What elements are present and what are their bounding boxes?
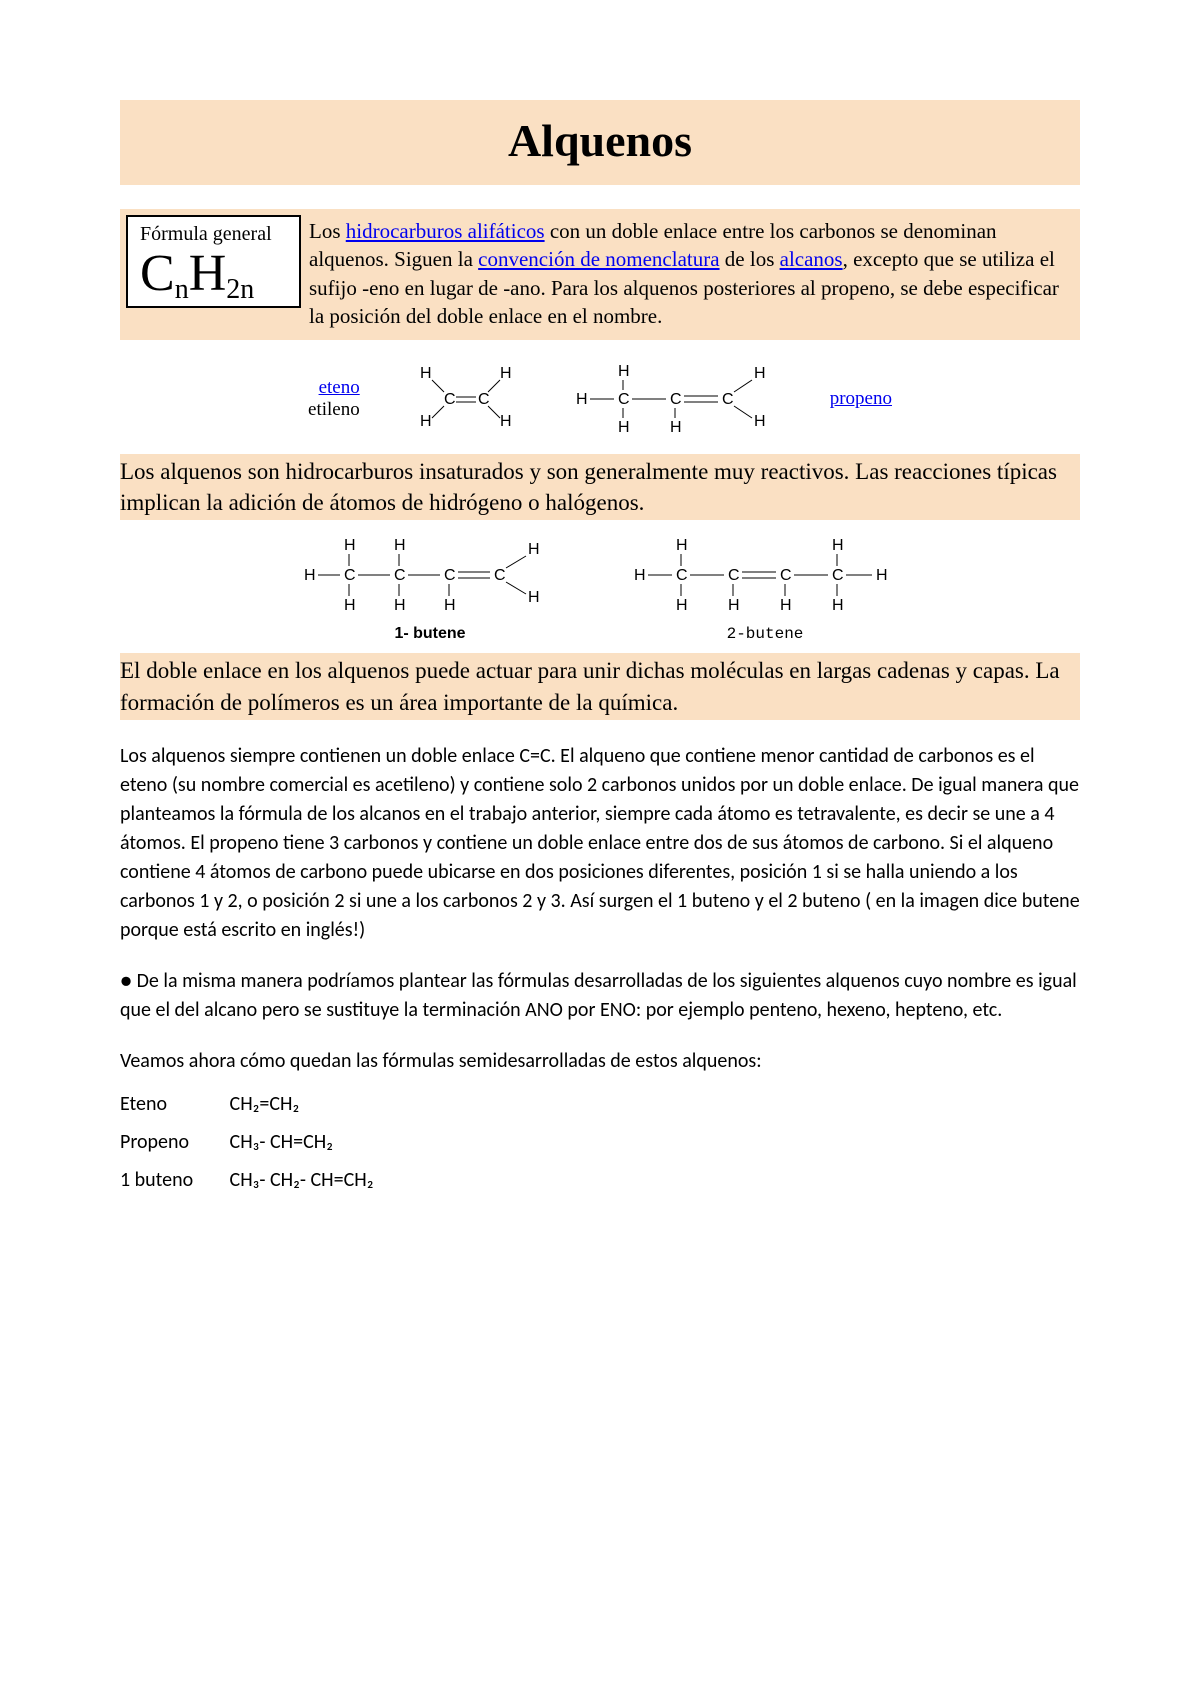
svg-text:C: C xyxy=(344,567,356,584)
svg-text:H: H xyxy=(304,567,316,584)
svg-text:H: H xyxy=(420,365,432,382)
svg-text:H: H xyxy=(618,419,630,436)
svg-text:H: H xyxy=(832,597,844,614)
title-bar: Alquenos xyxy=(120,100,1080,185)
ethene-propene-row: eteno etileno H H H H C C H C xyxy=(120,346,1080,448)
formula-eteno: Eteno CH₂=CH₂ xyxy=(120,1094,1080,1114)
svg-text:C: C xyxy=(444,391,456,408)
svg-text:H: H xyxy=(676,597,688,614)
svg-text:H: H xyxy=(634,567,646,584)
formula-propeno: Propeno CH₃- CH=CH₂ xyxy=(120,1132,1080,1152)
svg-text:H: H xyxy=(500,365,512,382)
svg-text:C: C xyxy=(618,391,630,408)
svg-text:C: C xyxy=(478,391,490,408)
link-aliphatic[interactable]: hidrocarburos alifáticos xyxy=(346,219,545,243)
butene2-caption: 2-butene xyxy=(630,625,900,643)
link-nomenclature[interactable]: convención de nomenclatura xyxy=(478,247,719,271)
svg-text:C: C xyxy=(494,567,506,584)
svg-text:C: C xyxy=(444,567,456,584)
svg-text:H: H xyxy=(528,589,540,606)
butene1-caption: 1- butene xyxy=(300,625,560,643)
svg-text:C: C xyxy=(676,567,688,584)
svg-text:C: C xyxy=(394,567,406,584)
svg-text:C: C xyxy=(832,567,844,584)
intro-section: Fórmula general CnH2n Los hidrocarburos … xyxy=(120,209,1080,340)
svg-text:H: H xyxy=(394,597,406,614)
svg-text:C: C xyxy=(670,391,682,408)
svg-text:H: H xyxy=(754,413,766,430)
butene2-structure-icon: H C H H C H C H C H H H xyxy=(630,532,900,618)
propene-structure-icon: H C H H C H C H H xyxy=(570,360,790,438)
svg-text:H: H xyxy=(344,597,356,614)
document-page: Alquenos Fórmula general CnH2n Los hidro… xyxy=(0,0,1200,1698)
svg-text:H: H xyxy=(728,597,740,614)
page-title: Alquenos xyxy=(120,114,1080,167)
butene-row: H C H H C H H C H C H H xyxy=(120,524,1080,647)
body-paragraph-3: Veamos ahora cómo quedan las fórmulas se… xyxy=(120,1047,1080,1076)
link-ethene[interactable]: eteno xyxy=(308,377,360,400)
svg-text:C: C xyxy=(728,567,740,584)
paragraph-reactivity: Los alquenos son hidrocarburos insaturad… xyxy=(120,454,1080,520)
svg-text:H: H xyxy=(344,537,356,554)
butene2-block: H C H H C H C H C H H H xyxy=(630,532,900,643)
svg-text:H: H xyxy=(780,597,792,614)
svg-text:C: C xyxy=(722,391,734,408)
general-formula-box: Fórmula general CnH2n xyxy=(126,215,301,308)
semi-developed-formulas: Eteno CH₂=CH₂ Propeno CH₃- CH=CH₂ 1 bute… xyxy=(120,1094,1080,1190)
link-propene[interactable]: propeno xyxy=(830,388,892,410)
body-paragraph-1: Los alquenos siempre contienen un doble … xyxy=(120,742,1080,945)
butene1-structure-icon: H C H H C H H C H C H H xyxy=(300,532,560,618)
svg-text:H: H xyxy=(576,391,588,408)
svg-text:H: H xyxy=(500,413,512,430)
svg-text:H: H xyxy=(754,365,766,382)
svg-text:C: C xyxy=(780,567,792,584)
ethene-labels: eteno etileno xyxy=(308,377,360,423)
ethylene-label: etileno xyxy=(308,399,360,420)
link-alkanes[interactable]: alcanos xyxy=(780,247,843,271)
formula-1buteno: 1 buteno CH₃- CH₂- CH=CH₂ xyxy=(120,1170,1080,1190)
svg-text:H: H xyxy=(832,537,844,554)
svg-text:H: H xyxy=(420,413,432,430)
svg-text:H: H xyxy=(670,419,682,436)
butene1-block: H C H H C H H C H C H H xyxy=(300,532,560,643)
paragraph-polymers: El doble enlace en los alquenos puede ac… xyxy=(120,653,1080,719)
svg-text:H: H xyxy=(394,537,406,554)
svg-text:H: H xyxy=(444,597,456,614)
ethene-structure-icon: H H H H C C xyxy=(400,364,530,434)
svg-text:H: H xyxy=(618,363,630,380)
svg-text:H: H xyxy=(528,541,540,558)
body-paragraph-2: ● De la misma manera podríamos plantear … xyxy=(120,967,1080,1025)
intro-paragraph: Los hidrocarburos alifáticos con un dobl… xyxy=(307,209,1080,340)
general-formula: CnH2n xyxy=(140,246,287,300)
formula-label: Fórmula general xyxy=(140,223,287,246)
svg-text:H: H xyxy=(676,537,688,554)
svg-text:H: H xyxy=(876,567,888,584)
